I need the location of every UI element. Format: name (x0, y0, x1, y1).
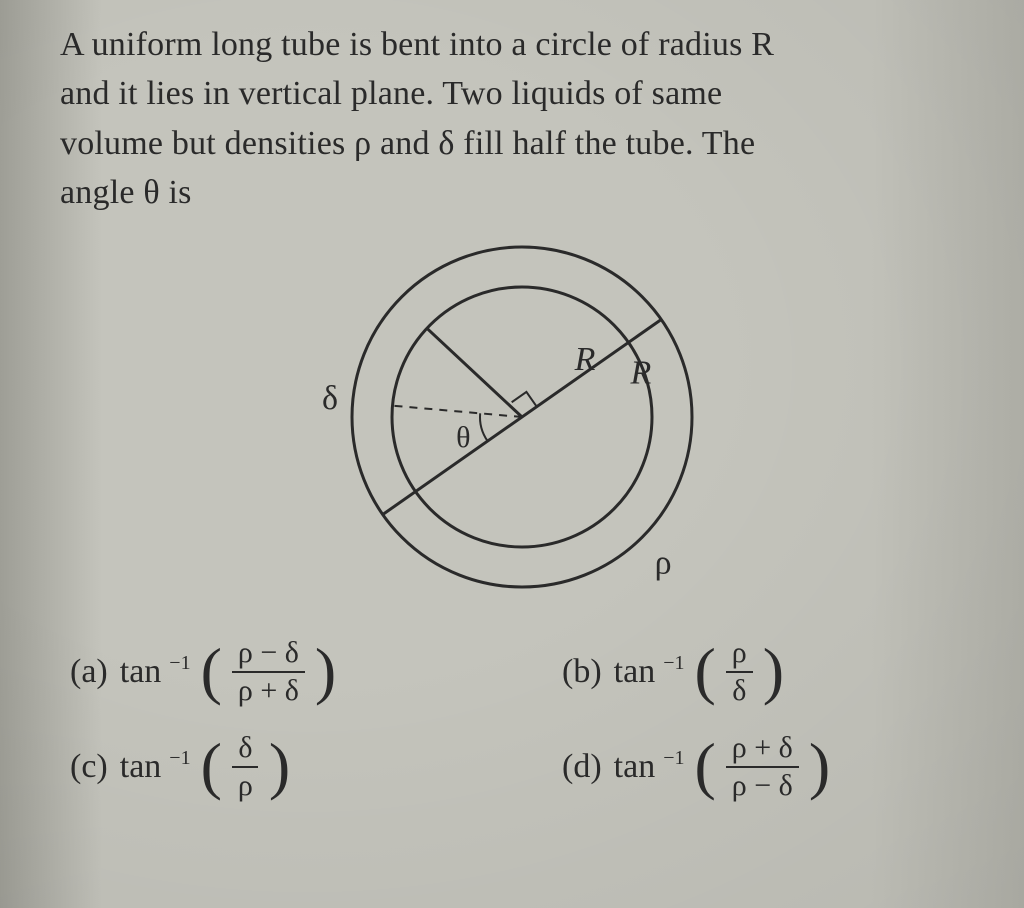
rparen-icon: ) (807, 744, 832, 789)
option-c-label: (c) (70, 748, 108, 786)
svg-text:R: R (630, 355, 652, 392)
option-b-den: δ (726, 673, 752, 707)
question-line-2: and it lies in vertical plane. Two liqui… (60, 75, 722, 112)
option-a-label: (a) (70, 653, 108, 691)
option-d-fraction: ρ + δ ρ − δ (726, 732, 799, 801)
option-d-fn: tan (614, 748, 656, 786)
tube-diagram: θ RRδ ρ (302, 227, 742, 617)
option-b-fraction: ρ δ (726, 637, 753, 706)
question-line-1: A uniform long tube is bent into a circl… (60, 26, 774, 63)
option-d: (d) tan −1 ( ρ + δ ρ − δ ) (562, 732, 974, 801)
options-grid: (a) tan −1 ( ρ − δ ρ + δ ) (b) tan −1 ( ρ … (60, 637, 984, 801)
rparen-icon: ) (313, 649, 338, 694)
question-line-3: volume but densities ρ and δ fill half t… (60, 125, 755, 162)
option-d-exp: −1 (663, 747, 684, 770)
option-c: (c) tan −1 ( δ ρ ) (70, 732, 482, 801)
option-a-den: ρ + δ (232, 673, 305, 707)
svg-text:δ: δ (322, 380, 338, 417)
question-line-4: angle θ is (60, 174, 192, 211)
lparen-icon: ( (199, 649, 224, 694)
option-b-label: (b) (562, 653, 602, 691)
option-a-fn: tan (120, 653, 162, 691)
option-b-num: ρ (726, 637, 753, 673)
lparen-icon: ( (692, 649, 717, 694)
option-c-fraction: δ ρ (232, 732, 259, 801)
option-a-fraction: ρ − δ ρ + δ (232, 637, 305, 706)
option-b: (b) tan −1 ( ρ δ ) (562, 637, 974, 706)
option-d-label: (d) (562, 748, 602, 786)
option-a-exp: −1 (169, 652, 190, 675)
rparen-icon: ) (267, 744, 292, 789)
rparen-icon: ) (761, 649, 786, 694)
option-c-exp: −1 (169, 747, 190, 770)
svg-text:θ: θ (456, 421, 470, 454)
svg-text:ρ: ρ (655, 545, 672, 582)
option-b-exp: −1 (663, 652, 684, 675)
svg-text:R: R (574, 341, 596, 378)
option-c-den: ρ (232, 768, 259, 802)
lparen-icon: ( (199, 744, 224, 789)
option-c-fn: tan (120, 748, 162, 786)
question-text: A uniform long tube is bent into a circl… (60, 20, 984, 217)
option-d-den: ρ − δ (726, 768, 799, 802)
option-a: (a) tan −1 ( ρ − δ ρ + δ ) (70, 637, 482, 706)
option-c-num: δ (232, 732, 258, 768)
lparen-icon: ( (692, 744, 717, 789)
option-d-num: ρ + δ (726, 732, 799, 768)
option-b-fn: tan (614, 653, 656, 691)
option-a-num: ρ − δ (232, 637, 305, 673)
page-container: A uniform long tube is bent into a circl… (0, 0, 1024, 908)
